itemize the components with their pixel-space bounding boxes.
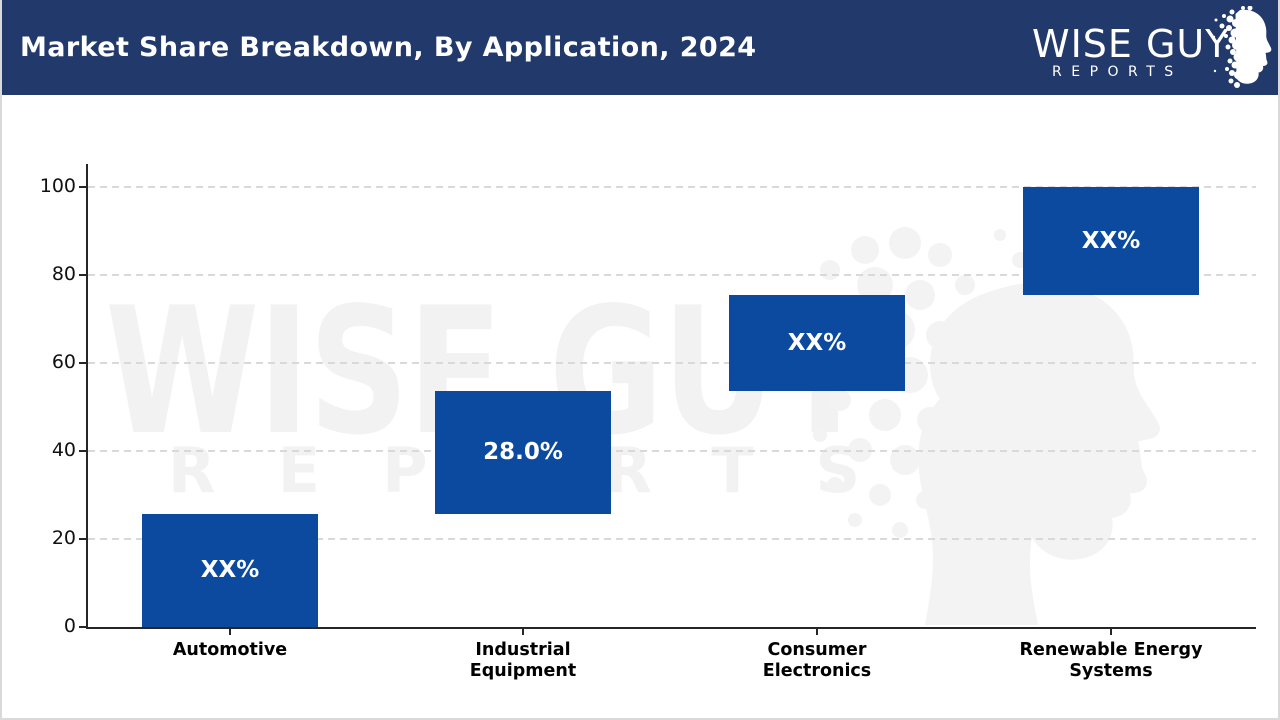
grid-line [88,274,1256,276]
bar-value-label: XX% [787,329,847,356]
logo-head-icon [1212,6,1272,88]
y-tick-label: 40 [51,439,76,461]
y-tick-mark [79,186,86,188]
logo-subtext: REPORTS [1052,64,1183,80]
grid-line [88,362,1256,364]
category-label: Consumer Electronics [702,640,932,682]
y-tick-mark [79,538,86,540]
category-label-line: Electronics [762,661,872,681]
bar-consumer-electronics: XX% [729,295,905,391]
grid-line [88,186,1256,188]
brand-logo: WISE GUY REPORTS [1010,4,1272,92]
bar-automotive: XX% [142,513,318,627]
bar-value-label: 28.0% [483,439,563,466]
category-label: Automotive [115,640,345,661]
y-tick-label: 100 [39,175,76,197]
y-tick-label: 60 [51,351,76,373]
y-axis [86,164,88,629]
bar-renewable-energy-systems: XX% [1023,187,1199,296]
header-bar: Market Share Breakdown, By Application, … [0,0,1280,95]
category-label-line: Consumer [767,640,867,660]
category-label: Renewable Energy Systems [996,640,1226,682]
category-label: Industrial Equipment [408,640,638,682]
y-tick-mark [79,450,86,452]
y-tick-mark [79,274,86,276]
x-axis [86,627,1256,629]
category-label-line: Industrial [475,640,571,660]
category-label-line: Systems [1069,661,1153,681]
y-tick-label: 80 [51,263,76,285]
logo-wordmark: WISE GUY [1032,22,1230,66]
grid-line [88,450,1256,452]
category-label-line: Equipment [469,661,577,681]
y-tick-label: 0 [63,615,76,637]
category-label-line: Renewable Energy [1019,640,1203,660]
y-tick-mark [79,626,86,628]
category-label-line: Automotive [172,640,288,660]
page-title: Market Share Breakdown, By Application, … [20,32,757,63]
y-tick-mark [79,362,86,364]
x-tick-mark [229,629,231,635]
bar-industrial-equipment: 28.0% [435,390,611,514]
x-tick-mark [1110,629,1112,635]
grid-line [88,538,1256,540]
x-tick-mark [816,629,818,635]
y-tick-label: 20 [51,527,76,549]
bar-value-label: XX% [200,557,260,584]
bar-value-label: XX% [1081,228,1141,255]
x-tick-mark [522,629,524,635]
